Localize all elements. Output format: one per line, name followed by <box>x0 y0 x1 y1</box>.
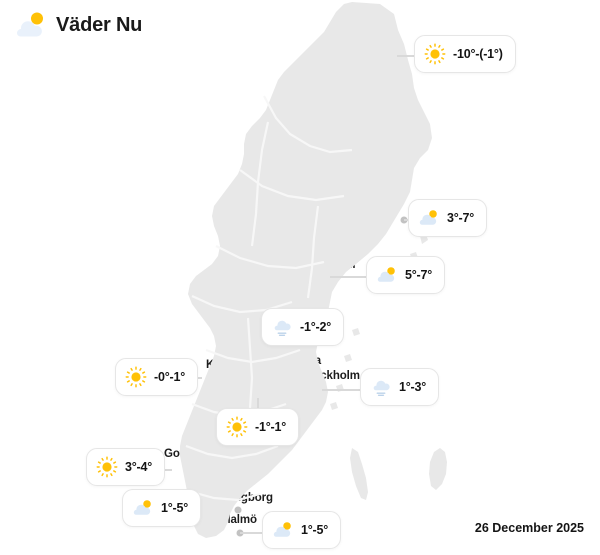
temperature-range-uppsala: -1°-2° <box>300 320 332 334</box>
temperature-range-sundsvall: 5°-7° <box>405 268 433 282</box>
weather-badge-karlstad[interactable]: -0°-1° <box>115 358 199 396</box>
weather-badge-sundsvall[interactable]: 5°-7° <box>366 256 446 294</box>
fog-icon <box>274 320 291 336</box>
city-marker-helsingborg[interactable] <box>234 506 242 514</box>
sun-icon <box>424 43 446 65</box>
weather-badge-uppsala[interactable]: -1°-2° <box>261 308 345 346</box>
temperature-range-malm: 1°-5° <box>301 523 329 537</box>
weather-badge-malm[interactable]: 1°-5° <box>262 511 342 549</box>
sweden-mainland-shape <box>180 2 432 538</box>
fog-icon <box>373 380 390 396</box>
oland-island-shape <box>350 448 368 500</box>
partly-cloudy-icon <box>133 500 151 515</box>
brand-title: Väder Nu <box>56 13 143 36</box>
connector-line-sundsvall <box>330 276 368 278</box>
sun-behind-cloud-icon <box>17 12 43 37</box>
temperature-range-gothenburg: 3°-4° <box>125 460 153 474</box>
map-landmass <box>180 2 447 538</box>
weather-badge-stockholm[interactable]: 1°-3° <box>360 368 440 406</box>
gotland-island-shape <box>429 448 447 490</box>
sun-icon <box>125 366 147 388</box>
sun-icon <box>226 416 248 438</box>
weather-badge-gothenburg[interactable]: 3°-4° <box>86 448 166 486</box>
connector-line-stockholm <box>322 389 362 391</box>
weather-badge-ume[interactable]: 3°-7° <box>408 199 488 237</box>
weather-badge-rebro[interactable]: -1°-1° <box>216 408 300 446</box>
connector-line-rebro <box>257 398 259 410</box>
partly-cloudy-icon <box>377 267 395 282</box>
brand-header: Väder Nu <box>14 10 142 40</box>
date-label: 26 December 2025 <box>474 521 584 535</box>
sun-icon <box>96 456 118 478</box>
temperature-range-karlstad: -0°-1° <box>154 370 186 384</box>
connector-line-malm <box>240 532 262 534</box>
map-region-borders <box>185 95 353 502</box>
temperature-range-kiruna: -10°-(-1°) <box>453 47 503 61</box>
partly-cloudy-icon <box>419 210 437 225</box>
weather-badge-helsingborg[interactable]: 1°-5° <box>122 489 202 527</box>
temperature-range-rebro: -1°-1° <box>255 420 287 434</box>
weather-badge-kiruna[interactable]: -10°-(-1°) <box>414 35 516 73</box>
connector-line-kiruna <box>397 55 417 57</box>
temperature-range-helsingborg: 1°-5° <box>161 501 189 515</box>
city-label-malm: Malmö <box>221 514 257 526</box>
temperature-range-ume: 3°-7° <box>447 211 475 225</box>
partly-cloudy-icon <box>273 522 291 537</box>
temperature-range-stockholm: 1°-3° <box>399 380 427 394</box>
